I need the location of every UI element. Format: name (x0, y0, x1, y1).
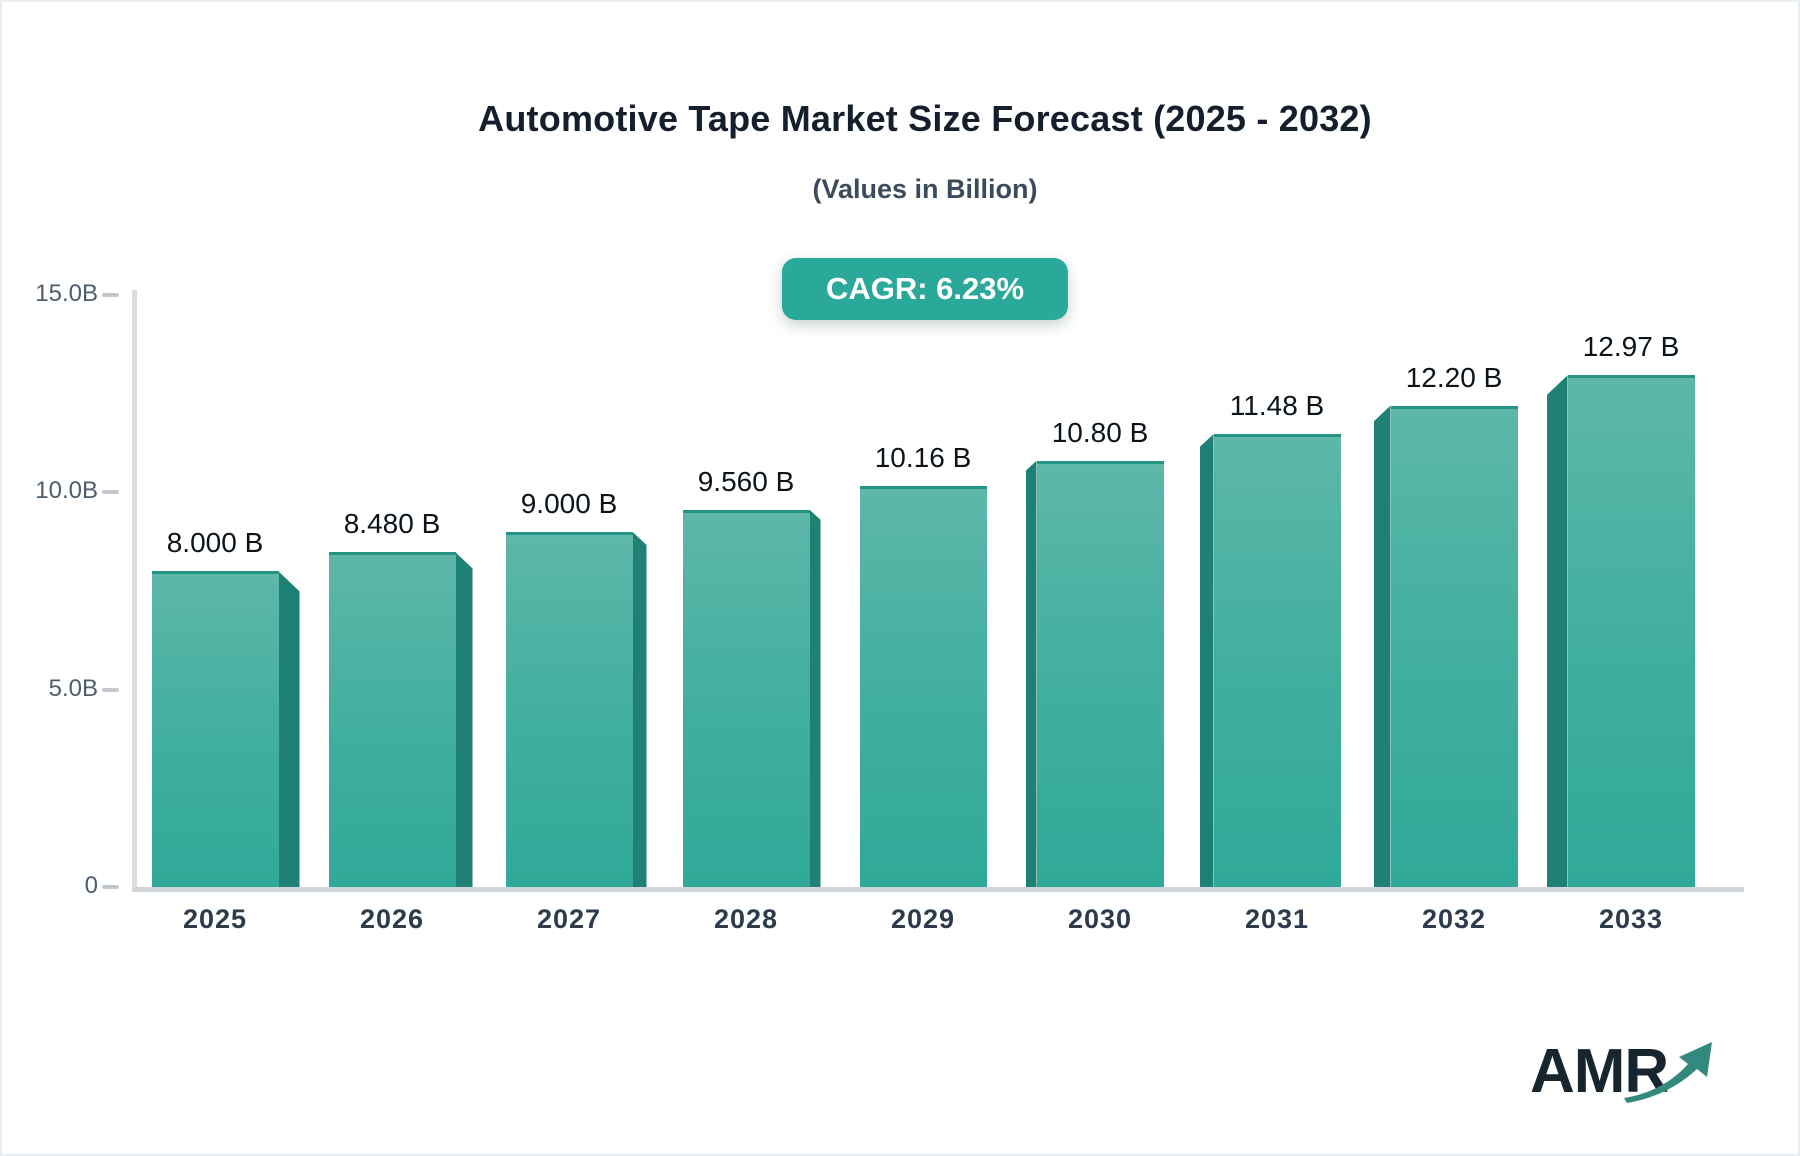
bar-value-label: 12.97 B (1582, 331, 1680, 363)
bar-face (1213, 434, 1341, 887)
y-axis-tick (102, 885, 119, 889)
bar-2028: 9.560 B (682, 466, 821, 887)
bar-2033: 12.97 B (1546, 331, 1695, 887)
bar-side-panel (632, 531, 647, 887)
bar-face (328, 552, 456, 887)
bar-2027: 9.000 B (505, 488, 647, 887)
bar-value-label: 11.48 B (1229, 390, 1325, 422)
x-axis-label: 2028 (713, 904, 779, 934)
bar-2031: 11.48 B (1199, 390, 1341, 887)
trend-arrow-icon (1624, 1042, 1712, 1103)
bar-value-label: 10.16 B (874, 442, 972, 474)
bar-2026: 8.480 B (328, 508, 473, 887)
x-axis-label: 2031 (1244, 904, 1310, 934)
y-axis-tick-label: 0 (84, 872, 98, 899)
bar-2025: 8.000 B (151, 527, 300, 887)
bar-2032: 12.20 B (1373, 362, 1518, 887)
bar-side-panel (1199, 434, 1214, 887)
y-axis-line (132, 290, 137, 891)
y-axis-tick-label: 5.0B (48, 675, 98, 702)
bar-value-label: 9.560 B (697, 465, 795, 497)
bar-side-panel (278, 571, 300, 887)
x-axis-label: 2033 (1598, 904, 1664, 934)
y-axis-tick (102, 490, 119, 494)
y-axis-tick-label: 15.0B (35, 280, 98, 307)
bar-value-label: 9.000 B (520, 487, 618, 519)
bar-face (1567, 375, 1695, 887)
chart-subtitle: (Values in Billion) (812, 174, 1038, 204)
bar-face (859, 486, 987, 887)
bar-side-panel (1373, 405, 1391, 887)
x-axis-label: 2025 (182, 904, 248, 934)
x-axis-label: 2030 (1067, 904, 1133, 934)
cagr-badge: CAGR: 6.23% (781, 258, 1069, 320)
y-axis-tick (102, 293, 119, 297)
bar-face (505, 531, 633, 887)
bar-2030: 10.80 B (1025, 417, 1164, 887)
y-axis-tick (102, 688, 119, 692)
chart-title: Automotive Tape Market Size Forecast (20… (478, 98, 1372, 139)
x-axis-label: 2029 (890, 904, 956, 934)
x-axis-label: 2032 (1421, 904, 1487, 934)
bar-side-panel (1546, 375, 1568, 887)
bar-value-label: 12.20 B (1405, 361, 1503, 393)
bar-side-panel (1025, 460, 1037, 887)
bar-face (151, 571, 279, 887)
bar-side-panel (809, 509, 821, 887)
x-axis-label: 2026 (359, 904, 425, 934)
bar-side-panel (455, 552, 473, 887)
x-axis-line (132, 887, 1744, 892)
bar-value-label: 8.480 B (343, 508, 441, 540)
x-axis-label: 2027 (536, 904, 602, 934)
bar-face (682, 509, 810, 887)
bar-face (1390, 405, 1518, 887)
bar-value-label: 8.000 B (166, 527, 264, 559)
y-axis-tick-label: 10.0B (35, 477, 98, 504)
bar-face (1036, 460, 1164, 887)
bar-value-label: 10.80 B (1051, 416, 1149, 448)
bar-2029: 10.16 B (859, 442, 987, 887)
amr-logo: AMR (1530, 1030, 1720, 1116)
